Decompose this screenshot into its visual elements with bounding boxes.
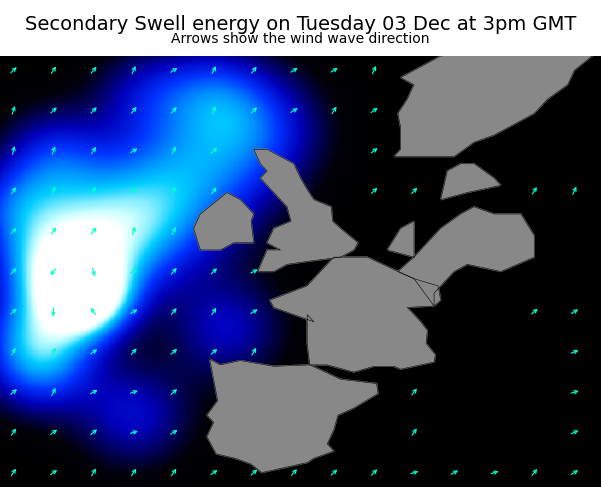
Polygon shape bbox=[441, 164, 501, 200]
Polygon shape bbox=[394, 0, 601, 156]
Polygon shape bbox=[398, 207, 534, 306]
Text: Secondary Swell energy on Tuesday 03 Dec at 3pm GMT: Secondary Swell energy on Tuesday 03 Dec… bbox=[25, 15, 576, 34]
Text: Arrows show the wind wave direction: Arrows show the wind wave direction bbox=[171, 32, 430, 46]
Polygon shape bbox=[254, 150, 358, 272]
Polygon shape bbox=[270, 257, 441, 372]
Polygon shape bbox=[194, 192, 254, 250]
Polygon shape bbox=[207, 359, 378, 473]
Polygon shape bbox=[387, 221, 414, 257]
